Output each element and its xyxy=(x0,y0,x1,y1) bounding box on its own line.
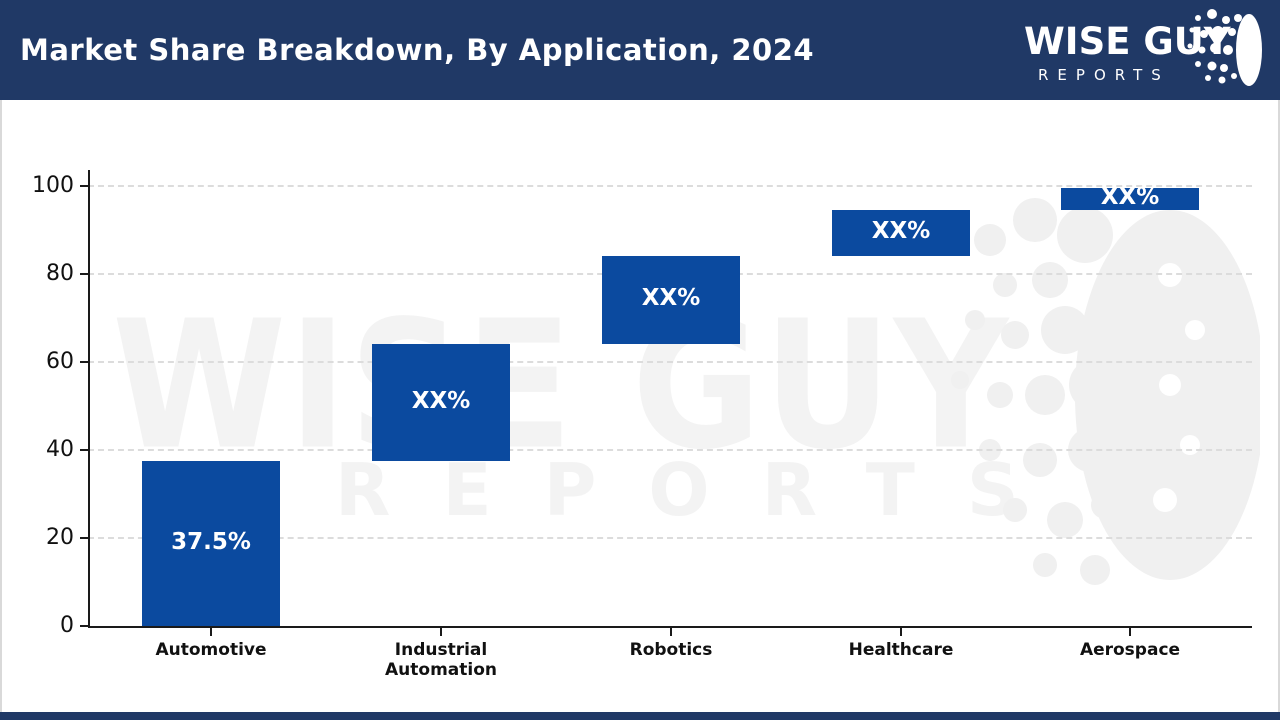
y-tick-label: 80 xyxy=(46,261,74,286)
x-tickmark xyxy=(1129,628,1131,636)
bar-healthcare xyxy=(832,210,970,257)
y-tick-label: 40 xyxy=(46,437,74,462)
bar-aerospace xyxy=(1061,188,1199,211)
logo-wordmark: WISE GUY xyxy=(1024,20,1232,63)
y-tickmark xyxy=(80,361,88,363)
wiseguy-logo: WISE GUY REPORTS xyxy=(1024,9,1262,86)
x-tick-label: Automotive xyxy=(155,640,267,660)
bar-industrial-automation xyxy=(372,344,510,461)
y-tickmark xyxy=(80,537,88,539)
y-tickmark xyxy=(80,625,88,627)
gridline-y60 xyxy=(88,361,1252,363)
y-tick-label: 60 xyxy=(46,349,74,374)
y-axis xyxy=(88,170,90,628)
y-tick-label: 100 xyxy=(32,173,74,198)
header-banner: Market Share Breakdown, By Application, … xyxy=(0,0,1280,100)
y-tickmark xyxy=(80,185,88,187)
logo-face-dots xyxy=(1187,9,1262,86)
bar-value-label: XX% xyxy=(411,387,471,414)
bar-value-label: XX% xyxy=(1100,184,1160,211)
gridline-y100 xyxy=(88,185,1252,187)
page-title: Market Share Breakdown, By Application, … xyxy=(20,33,815,67)
gridline-y20 xyxy=(88,537,1252,539)
watermark-text-line2: REPORTS xyxy=(335,448,1071,532)
x-tick-label: Healthcare xyxy=(848,640,954,660)
bar-automotive xyxy=(142,461,280,626)
logo-subtext: REPORTS xyxy=(1038,66,1170,84)
bar-value-label: 37.5% xyxy=(171,528,251,555)
x-tickmark xyxy=(670,628,672,636)
gridline-y40 xyxy=(88,449,1252,451)
watermark-text-line1: WISE GUY xyxy=(112,283,1011,490)
y-tickmark xyxy=(80,273,88,275)
bar-value-label: XX% xyxy=(641,285,701,312)
bottom-navy-strip xyxy=(0,712,1280,720)
y-tick-label: 20 xyxy=(46,525,74,550)
x-tickmark xyxy=(900,628,902,636)
x-tickmark xyxy=(210,628,212,636)
y-tickmark xyxy=(80,449,88,451)
x-tickmark xyxy=(440,628,442,636)
bar-robotics xyxy=(602,256,740,345)
x-tick-label: Aerospace xyxy=(1079,640,1181,660)
y-tick-label: 0 xyxy=(60,613,74,638)
x-tick-label: Industrial Automation xyxy=(385,640,497,681)
bar-value-label: XX% xyxy=(871,218,931,245)
watermark-face-dots xyxy=(951,198,1260,585)
x-axis xyxy=(88,626,1252,628)
x-tick-label: Robotics xyxy=(629,640,713,660)
